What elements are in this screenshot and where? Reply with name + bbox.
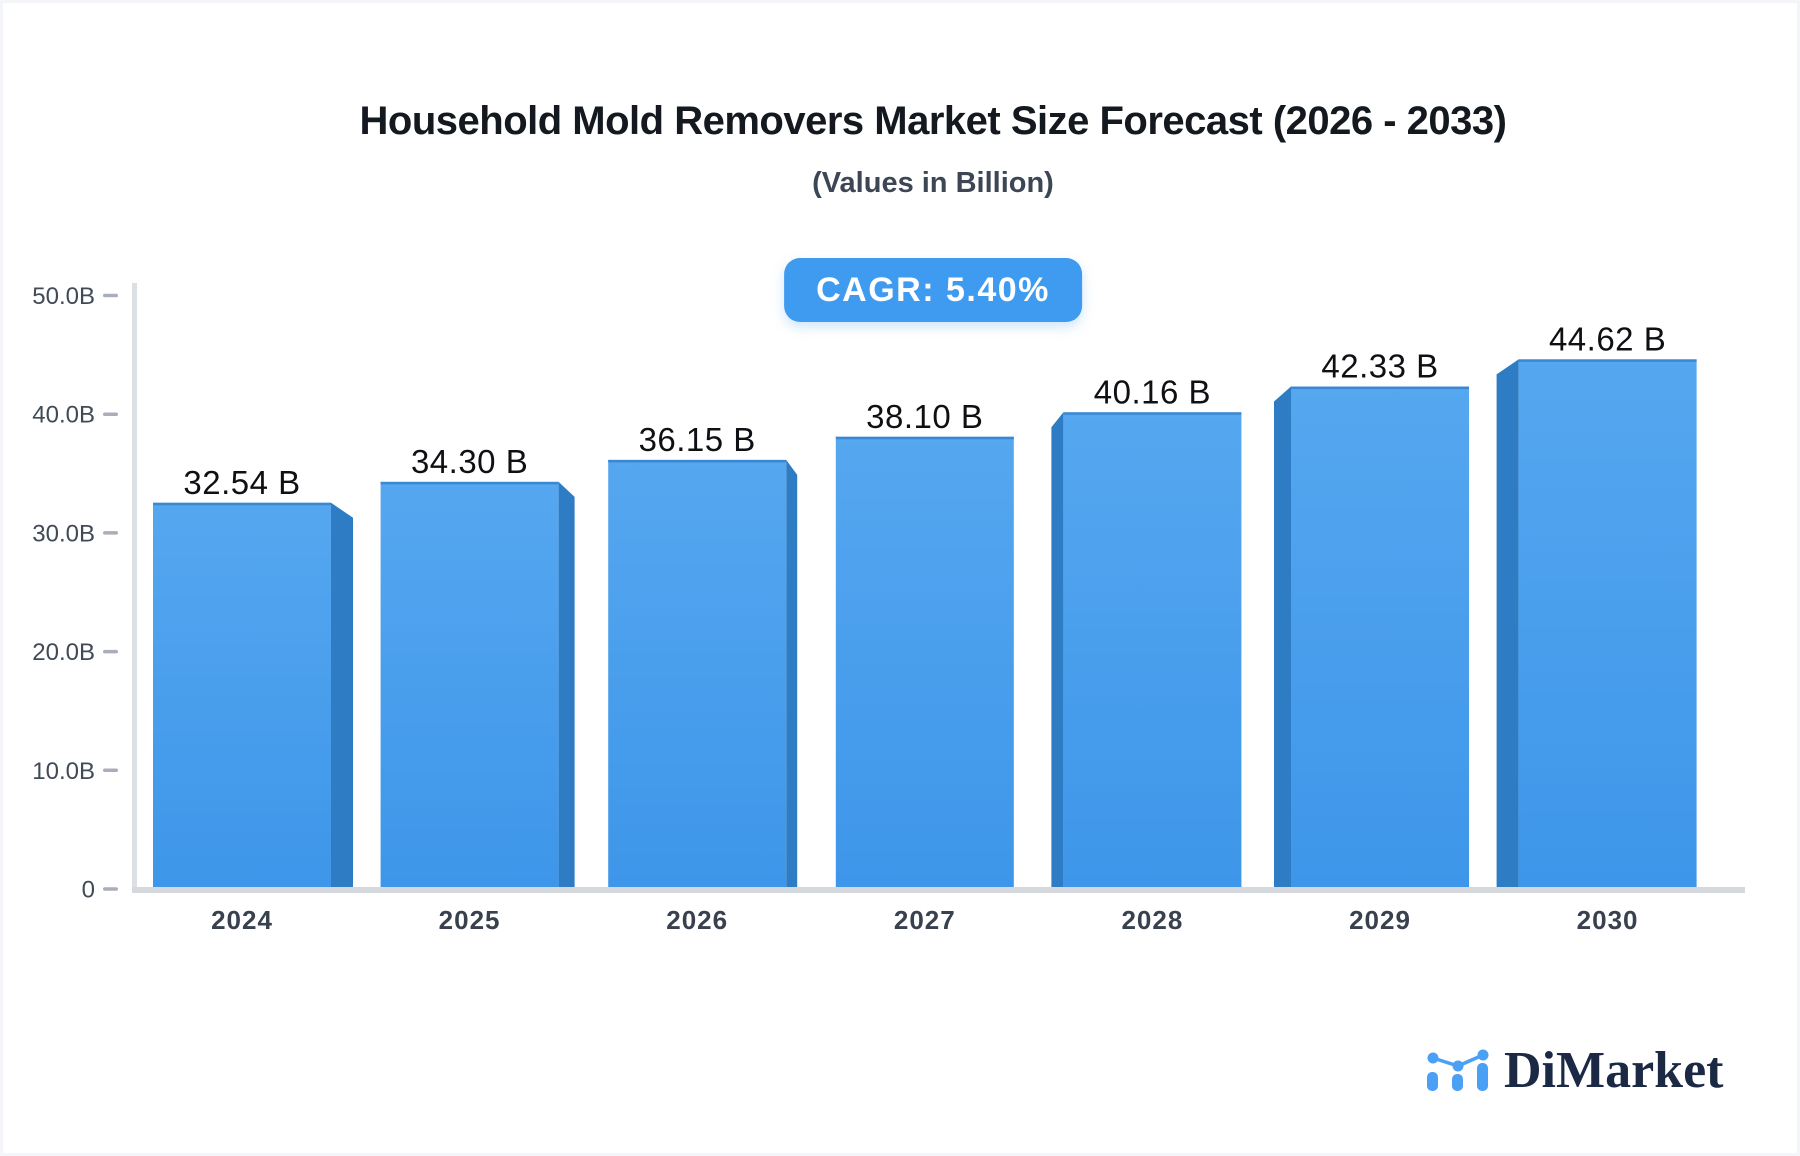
y-axis-tick-label: 20.0B (32, 639, 95, 666)
y-axis-line (132, 283, 137, 893)
bar-value-label: 44.62 B (1549, 320, 1666, 357)
y-axis-tick (103, 293, 118, 298)
chart-title: Household Mold Removers Market Size Fore… (359, 99, 1507, 143)
x-axis-label: 2026 (666, 905, 728, 935)
x-axis-label: 2029 (1349, 905, 1411, 935)
bar-top-edge (608, 459, 787, 463)
bar-chart-trend-icon (1427, 1049, 1489, 1091)
y-axis-tick-label: 0 (82, 877, 95, 904)
x-axis-label: 2024 (211, 905, 273, 935)
bar-top-edge (1063, 412, 1242, 415)
bar-top-edge (1291, 386, 1469, 390)
bar-2030 (1518, 359, 1697, 889)
y-axis-tick (103, 531, 118, 535)
bar-side-3d (558, 481, 575, 889)
y-axis-tick (103, 768, 118, 773)
x-axis-baseline (132, 887, 1745, 893)
bar-chart: 50.0B 40.0B 30.0B 20.0B 10.0B 0 32.54 B 2024 34.… (32, 283, 1745, 935)
brand-logo: DiMarket (1426, 1041, 1723, 1101)
bar-top-edge (153, 502, 331, 506)
x-axis-label: 2027 (894, 905, 956, 935)
bar-side-3d (1496, 359, 1519, 889)
bar-top-edge (380, 481, 559, 485)
bar-2025 (380, 481, 559, 889)
y-axis-tick-label: 50.0B (32, 283, 95, 310)
bar-value-label: 40.16 B (1094, 373, 1211, 410)
bar-side-3d (1051, 412, 1064, 889)
y-axis-tick-label: 40.0B (32, 402, 95, 429)
bar-value-label: 38.10 B (866, 398, 983, 435)
bar-top-edge (1518, 359, 1697, 362)
bar-value-label: 42.33 B (1321, 348, 1438, 385)
y-axis-tick-label: 30.0B (32, 520, 95, 547)
y-axis-tick (103, 649, 118, 654)
y-axis-tick (103, 887, 118, 891)
cagr-badge: CAGR: 5.40% (784, 258, 1082, 322)
bar-2026 (608, 459, 787, 889)
chart-subtitle: (Values in Billion) (812, 167, 1054, 199)
x-axis-label: 2025 (439, 905, 501, 935)
bar-value-label: 34.30 B (411, 443, 528, 480)
bar-top-edge (835, 436, 1014, 440)
bar-2028 (1063, 412, 1242, 889)
y-axis-tick-label: 10.0B (32, 758, 95, 785)
bar-value-label: 36.15 B (639, 421, 756, 458)
bar-side-3d (1274, 386, 1291, 889)
bar-value-label: 32.54 B (183, 464, 300, 501)
x-axis-label: 2030 (1577, 905, 1639, 935)
y-axis-tick (103, 412, 118, 416)
bar-side-3d (786, 459, 798, 889)
x-axis-label: 2028 (1121, 905, 1183, 935)
brand-logo-text: DiMarket (1504, 1042, 1724, 1099)
bar-2027 (835, 436, 1014, 889)
bar-2024 (153, 502, 331, 889)
bar-2029 (1291, 386, 1469, 889)
bar-side-3d (331, 502, 353, 889)
